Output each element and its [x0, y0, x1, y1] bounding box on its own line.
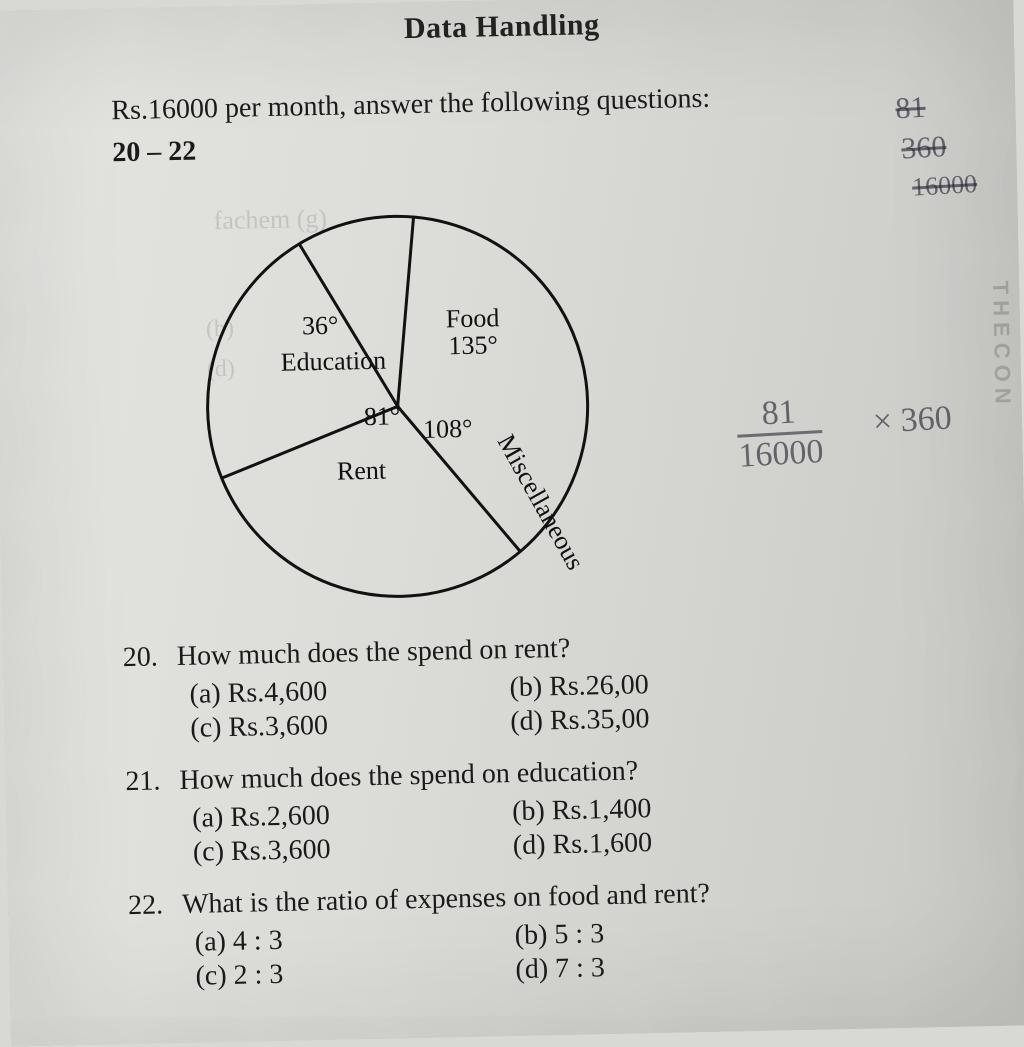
pie-slice-degree: 81° — [364, 402, 401, 430]
fraction-numerator: 81 — [735, 392, 822, 438]
page: Data Handling fachem (g) (b) (d) Rs.1600… — [0, 0, 1024, 1047]
pie-slice-label: Rent — [337, 456, 387, 484]
pie-chart: Food135°108°Miscellaneous81°Rent36°Educa… — [183, 192, 612, 621]
option-a: (a) 4 : 3 — [194, 920, 515, 959]
pie-slice-degree: 36° — [302, 311, 339, 339]
options-grid: (a) Rs.2,600(b) Rs.1,400(c) Rs.3,600(d) … — [192, 786, 991, 869]
section-header: Data Handling — [404, 8, 600, 46]
intro-line: Rs.16000 per month, answer the following… — [111, 83, 710, 127]
handwriting-fraction: 81 16000 — [735, 392, 824, 476]
pie-slice-label: Education — [280, 346, 386, 375]
question: 22.What is the ratio of expenses on food… — [128, 872, 994, 994]
question-text: How much does the spend on rent? — [176, 632, 570, 671]
question: 20.How much does the spend on rent?(a) R… — [123, 624, 989, 746]
option-b: (b) Rs.26,00 — [509, 665, 830, 704]
option-c: (c) Rs.3,600 — [190, 706, 511, 745]
option-d: (d) Rs.35,00 — [510, 699, 831, 738]
pie-slice-label: Food135° — [446, 304, 501, 360]
pie-slice-degree: 108° — [423, 414, 473, 442]
option-c: (c) 2 : 3 — [195, 954, 516, 993]
intro-block: Rs.16000 per month, answer the following… — [111, 74, 976, 172]
options-grid: (a) 4 : 3(b) 5 : 3(c) 2 : 3(d) 7 : 3 — [194, 910, 993, 993]
question-number: 21. — [125, 765, 180, 798]
question-text: How much does the spend on education? — [179, 755, 638, 796]
handwriting-mult: × 360 — [872, 399, 953, 441]
option-d: (d) Rs.1,600 — [513, 823, 834, 862]
question-text: What is the ratio of expenses on food an… — [182, 878, 710, 920]
option-d: (d) 7 : 3 — [515, 947, 836, 986]
fraction-denominator: 16000 — [737, 433, 824, 476]
question-number: 20. — [123, 641, 178, 674]
option-a: (a) Rs.2,600 — [192, 796, 513, 835]
question-number: 22. — [128, 889, 183, 922]
option-b: (b) 5 : 3 — [514, 913, 835, 952]
option-c: (c) Rs.3,600 — [193, 830, 514, 869]
options-grid: (a) Rs.4,600(b) Rs.26,00(c) Rs.3,600(d) … — [189, 662, 988, 745]
question-range: 20 – 22 — [112, 116, 977, 172]
option-a: (a) Rs.4,600 — [189, 672, 510, 711]
handwriting-strike-1: 81 — [895, 91, 927, 127]
option-b: (b) Rs.1,400 — [512, 789, 833, 828]
handwriting-strike-2: 360 — [900, 130, 947, 166]
watermark-stamp: THECON — [987, 281, 1016, 410]
question: 21.How much does the spend on education?… — [125, 748, 991, 870]
questions-block: 20.How much does the spend on rent?(a) R… — [123, 624, 994, 994]
handwriting-strike-3: 16000 — [911, 169, 978, 203]
